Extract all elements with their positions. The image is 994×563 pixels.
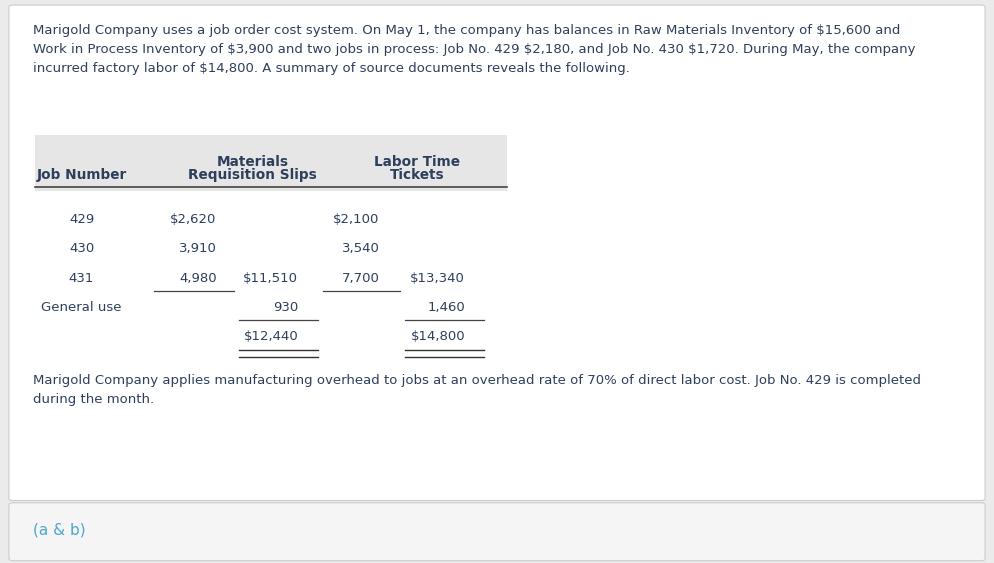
Text: Labor Time: Labor Time xyxy=(375,155,460,169)
Text: $12,440: $12,440 xyxy=(244,330,298,343)
Text: 7,700: 7,700 xyxy=(342,271,380,285)
Text: 431: 431 xyxy=(69,271,94,285)
Text: $2,620: $2,620 xyxy=(170,213,217,226)
Text: Marigold Company uses a job order cost system. On May 1, the company has balance: Marigold Company uses a job order cost s… xyxy=(33,24,915,75)
FancyBboxPatch shape xyxy=(35,135,507,191)
Text: 3,540: 3,540 xyxy=(342,242,380,256)
Text: General use: General use xyxy=(42,301,121,314)
Text: Tickets: Tickets xyxy=(391,168,444,181)
Text: $14,800: $14,800 xyxy=(411,330,465,343)
Text: $11,510: $11,510 xyxy=(244,271,298,285)
Text: Materials: Materials xyxy=(217,155,288,169)
Text: $2,100: $2,100 xyxy=(333,213,380,226)
Text: 3,910: 3,910 xyxy=(179,242,217,256)
Text: 930: 930 xyxy=(273,301,298,314)
Text: Marigold Company applies manufacturing overhead to jobs at an overhead rate of 7: Marigold Company applies manufacturing o… xyxy=(33,374,920,406)
Text: 430: 430 xyxy=(69,242,94,256)
FancyBboxPatch shape xyxy=(9,5,985,501)
Text: (a & b): (a & b) xyxy=(33,523,85,538)
FancyBboxPatch shape xyxy=(9,503,985,561)
Text: 1,460: 1,460 xyxy=(427,301,465,314)
Text: Job Number: Job Number xyxy=(37,168,126,181)
Text: $13,340: $13,340 xyxy=(411,271,465,285)
Text: Requisition Slips: Requisition Slips xyxy=(188,168,317,181)
Text: 429: 429 xyxy=(69,213,94,226)
Text: 4,980: 4,980 xyxy=(179,271,217,285)
